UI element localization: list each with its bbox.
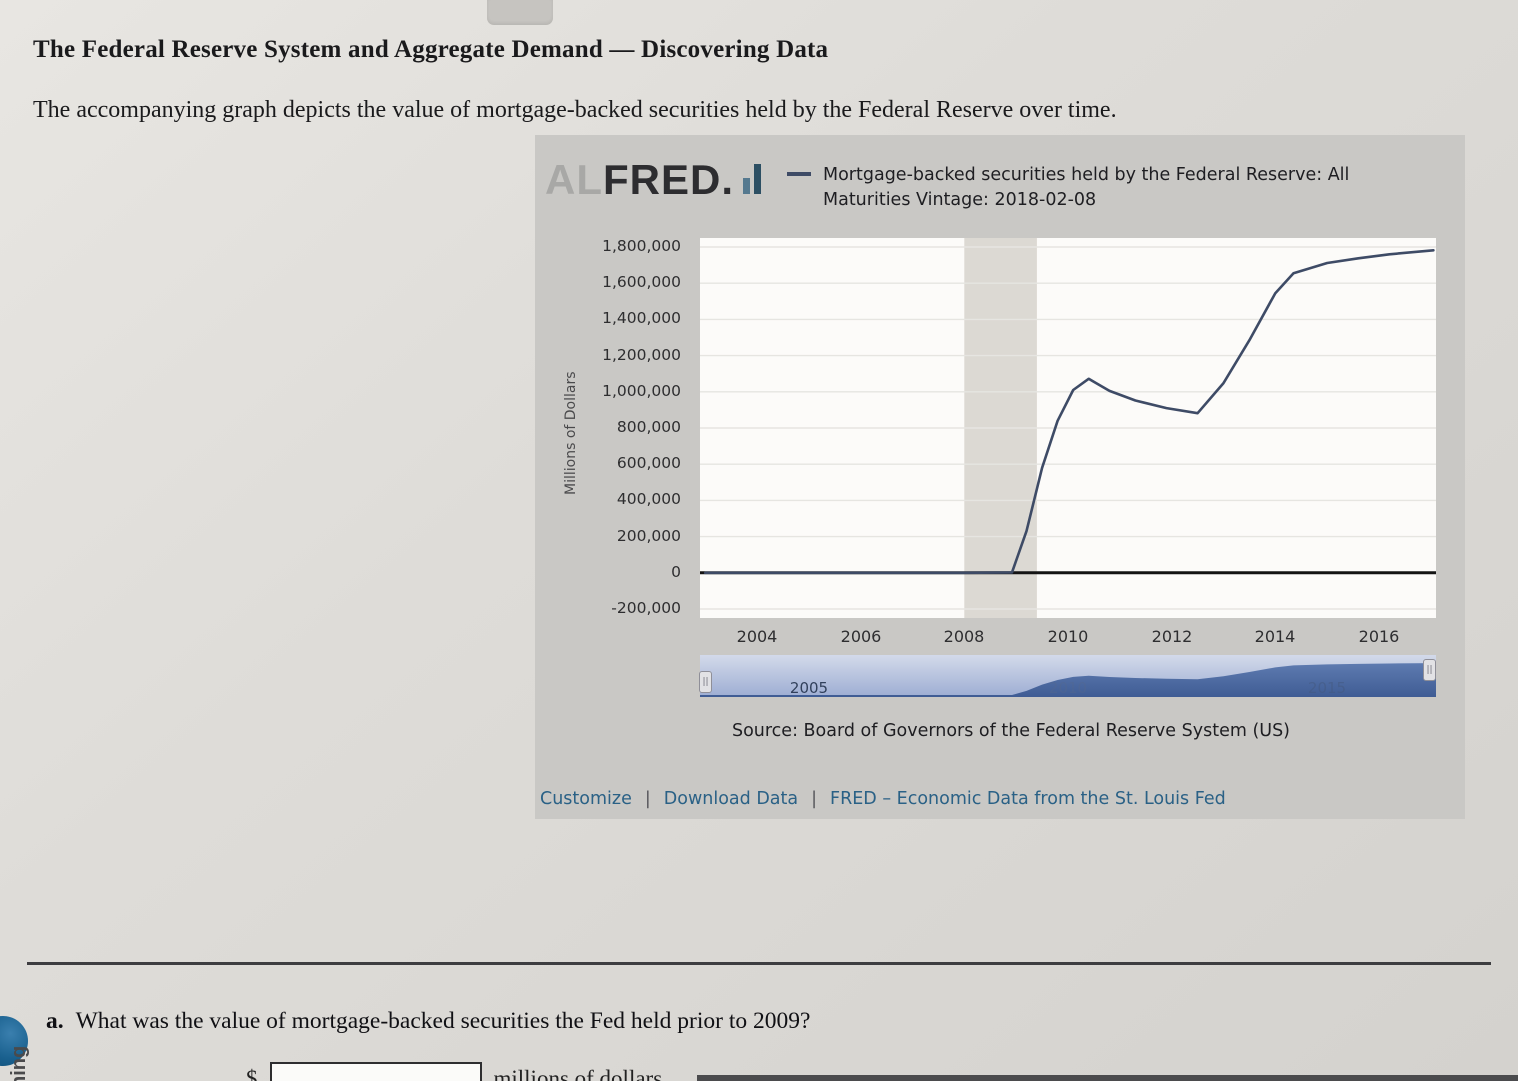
vertical-brand-text: ning <box>8 1045 30 1081</box>
fred-bars-icon <box>743 164 762 194</box>
legend-line-swatch <box>787 172 811 176</box>
intro-text: The accompanying graph depicts the value… <box>33 97 1117 123</box>
x-axis-tick-label: 2016 <box>1358 627 1400 646</box>
slider-year-label: 2010 <box>1048 679 1088 697</box>
slider-handle-right[interactable]: || <box>1423 659 1436 681</box>
y-axis-tick-label: 1,400,000 <box>602 309 681 327</box>
section-divider <box>27 962 1491 965</box>
fred-home-link[interactable]: FRED – Economic Data from the St. Louis … <box>830 789 1226 809</box>
legend-label: Mortgage-backed securities held by the F… <box>823 165 1350 211</box>
y-axis-tick-label: 400,000 <box>616 490 681 508</box>
x-axis-tick-label: 2006 <box>840 627 882 646</box>
x-axis-tick-labels: 2004 2006 2008 2010 2012 2014 2016 <box>700 627 1436 649</box>
source-attribution: Source: Board of Governors of the Federa… <box>731 721 1291 741</box>
clipped-ui-strip <box>697 1075 1518 1081</box>
x-axis-tick-label: 2012 <box>1151 627 1193 646</box>
y-axis-tick-label: 800,000 <box>616 418 681 436</box>
x-axis-tick-label: 2008 <box>943 627 985 646</box>
chart-links-row: Customize | Download Data | FRED – Econo… <box>540 789 1226 809</box>
customize-link[interactable]: Customize <box>540 789 632 809</box>
y-axis-tick-label: 200,000 <box>616 527 681 545</box>
y-axis-tick-label: 1,600,000 <box>602 273 681 291</box>
slider-year-label: 2015 <box>1307 679 1347 697</box>
alfred-logo-al: AL <box>545 156 603 203</box>
chart-legend: Mortgage-backed securities held by the F… <box>787 163 1395 214</box>
y-axis-tick-label: 1,200,000 <box>602 346 681 364</box>
y-axis-tick-label: -200,000 <box>611 599 681 617</box>
plot-area <box>700 238 1436 618</box>
answer-input[interactable] <box>269 1062 482 1081</box>
alfred-logo[interactable]: ALFRED. <box>545 156 762 203</box>
line-chart <box>700 238 1436 618</box>
y-axis-tick-label: 1,000,000 <box>602 382 681 400</box>
x-axis-tick-label: 2014 <box>1254 627 1296 646</box>
y-axis-tick-labels: 1,800,000 1,600,000 1,400,000 1,200,000 1,00… <box>535 237 683 618</box>
y-axis-tick-label: 1,800,000 <box>602 237 681 255</box>
x-axis-tick-label: 2004 <box>736 627 778 646</box>
answer-unit-label: millions of dollars <box>493 1066 663 1081</box>
slider-year-label: 2005 <box>789 679 829 697</box>
page-title: The Federal Reserve System and Aggregate… <box>33 36 829 63</box>
y-axis-tick-label: 0 <box>671 563 681 581</box>
slider-handle-left[interactable]: || <box>699 671 712 693</box>
fred-chart-panel: ALFRED. Mortgage-backed securities held … <box>535 135 1465 819</box>
date-range-slider[interactable]: 2005 2010 2015 <box>700 655 1436 697</box>
window-artifact-tab <box>487 0 553 25</box>
slider-mini-chart[interactable] <box>700 655 1436 697</box>
question-text: What was the value of mortgage-backed se… <box>75 1008 811 1034</box>
download-data-link[interactable]: Download Data <box>663 789 799 809</box>
x-axis-tick-label: 2010 <box>1047 627 1089 646</box>
alfred-logo-dot: . <box>721 156 734 203</box>
y-axis-tick-label: 600,000 <box>616 454 681 472</box>
link-separator: | <box>811 789 818 809</box>
answer-row: $ millions of dollars <box>246 1062 662 1081</box>
question-a: a. What was the value of mortgage-backed … <box>46 1008 810 1035</box>
link-separator: | <box>644 789 651 809</box>
alfred-logo-fred: FRED <box>603 156 722 203</box>
question-label: a. <box>46 1008 64 1034</box>
currency-symbol: $ <box>246 1066 258 1081</box>
